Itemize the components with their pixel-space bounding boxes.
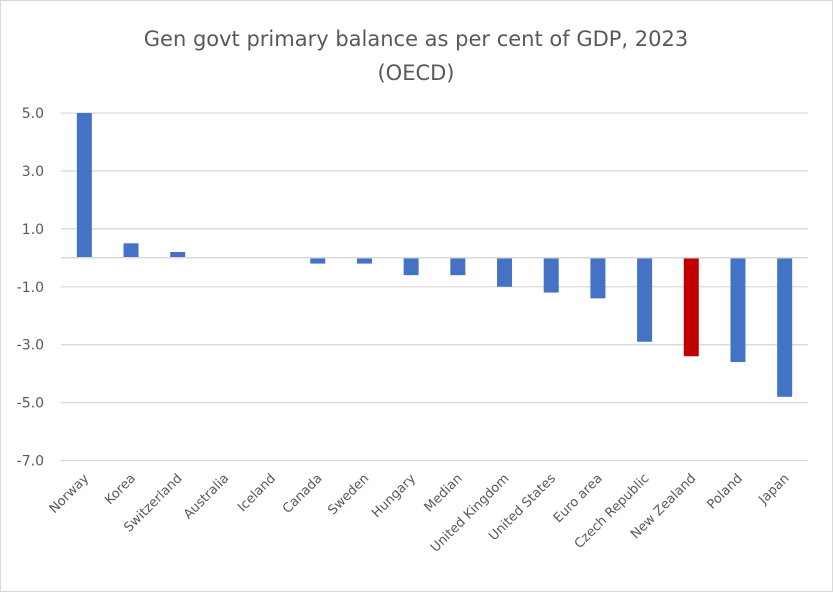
y-tick-label: 1.0 (22, 222, 44, 238)
x-tick-label: Japan (756, 471, 793, 508)
bar-hungary (403, 257, 419, 276)
bar-japan (777, 257, 793, 397)
x-tick-label: Korea (102, 471, 139, 508)
x-tick-label: Hungary (369, 471, 419, 521)
bar-new-zealand (683, 257, 699, 357)
x-tick-label: Iceland (235, 471, 279, 515)
x-tick-label: Sweden (325, 471, 372, 518)
bar-switzerland (170, 252, 186, 258)
bar-euro-area (590, 257, 606, 299)
bar-sweden (356, 257, 372, 264)
y-tick-label: -1.0 (17, 280, 44, 296)
bar-united-kingdom (497, 257, 513, 287)
x-tick-label: Norway (47, 471, 93, 517)
y-tick-label: -5.0 (17, 396, 44, 412)
y-tick-label: 3.0 (22, 164, 44, 180)
y-tick-label: -7.0 (17, 454, 44, 470)
bar-korea (123, 243, 139, 258)
bar-median (450, 257, 466, 276)
bar-poland (730, 257, 746, 363)
x-tick-label: Median (422, 471, 466, 515)
y-tick-label: 5.0 (22, 106, 44, 122)
y-tick-label: -3.0 (17, 338, 44, 354)
bar-united-states (543, 257, 559, 293)
x-tick-label: United Kingdom (428, 471, 512, 555)
chart-title: Gen govt primary balance as per cent of … (144, 27, 688, 51)
chart-subtitle: (OECD) (377, 61, 454, 85)
x-tick-label: Poland (704, 471, 745, 512)
bar-canada (310, 257, 326, 264)
x-tick-label: Canada (280, 471, 326, 517)
bar-norway (76, 113, 92, 258)
x-tick-label: Australia (181, 471, 232, 522)
bar-czech-republic (637, 257, 653, 342)
